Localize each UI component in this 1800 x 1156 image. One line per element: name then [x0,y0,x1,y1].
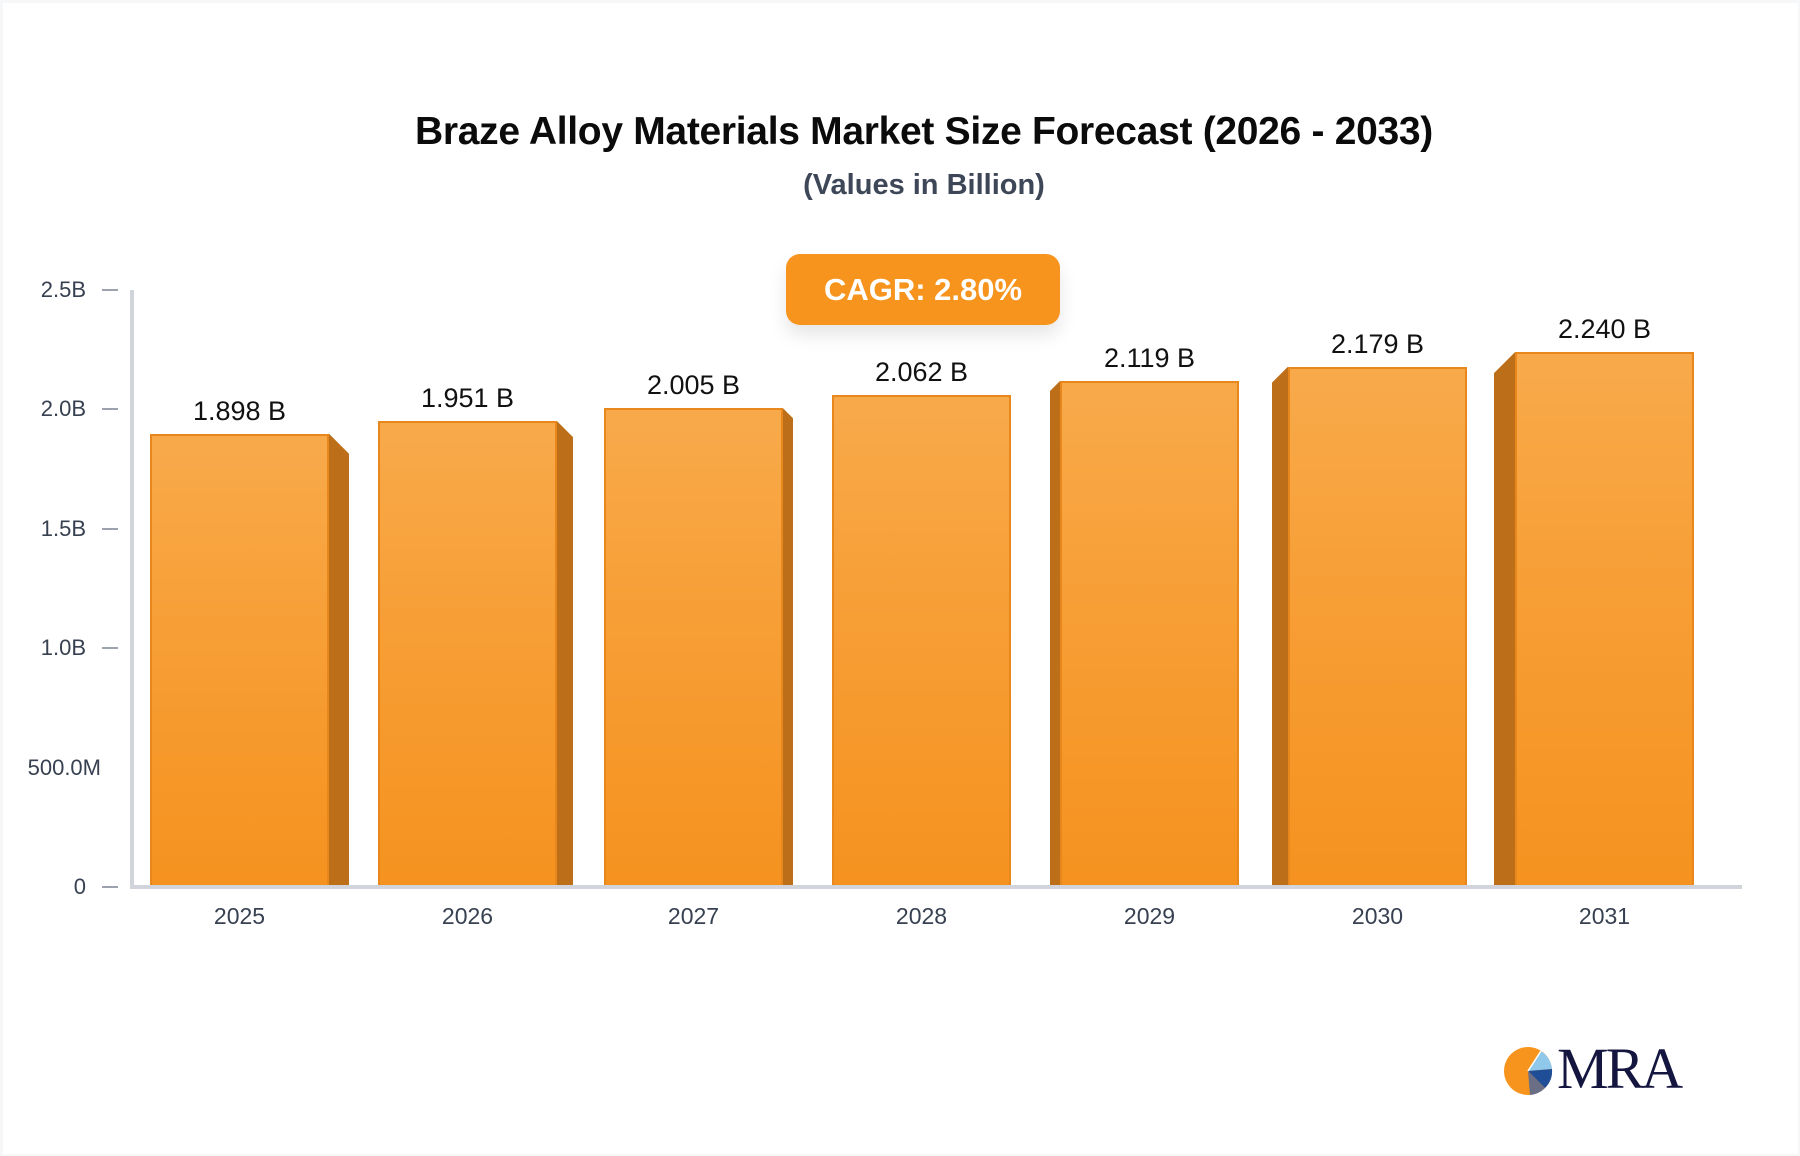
bar-front-face [604,408,783,887]
cagr-badge: CAGR: 2.80% [786,254,1060,325]
x-tick-label: 2030 [1351,903,1404,929]
x-axis-line [130,885,1742,889]
bar-front-face [378,421,557,887]
bar-2026 [378,421,573,887]
y-tick-label: 2.5B [40,277,86,302]
bar-value-label: 2.179 B [1330,328,1425,359]
x-tick-label: 2027 [667,903,720,929]
bar-side-face [1050,380,1060,887]
y-tick-label: 1.0B [40,635,86,661]
bar-front-face [1515,352,1694,887]
y-tick-mark [102,408,118,411]
bar-front-face [1060,380,1239,887]
chart-title: Braze Alloy Materials Market Size Foreca… [415,110,1433,153]
x-tick-label: 2029 [1123,903,1176,929]
y-tick-label: 1.5B [40,515,86,541]
x-tick-label: 2025 [213,903,266,929]
bar-value-label: 1.898 B [192,395,287,426]
bar-front-face [150,433,329,887]
bar-2031 [1494,352,1694,887]
bar-value-label: 2.005 B [646,370,741,401]
bar-side-face [1272,366,1288,887]
y-tick-mark [102,647,118,650]
logo-text: MRA [1557,1036,1683,1101]
bar-2030 [1272,366,1467,887]
bar-side-face [783,408,793,887]
x-tick-label: 2028 [895,903,948,929]
y-tick-mark [102,289,118,291]
y-tick-mark [102,527,118,530]
bar-side-face [557,421,573,887]
bar-value-label: 2.062 B [874,356,969,387]
bar-2027 [604,408,793,887]
y-tick-label: 2.0B [40,396,86,422]
bar-front-face [1288,366,1467,887]
mra-logo: MRA [1503,1039,1703,1099]
bar-2028 [832,394,1011,887]
bar-value-label: 2.119 B [1103,342,1196,373]
chart-subtitle: (Values in Billion) [803,169,1045,201]
bar-side-face [1494,352,1515,887]
y-tick-label: 0 [73,874,86,899]
bar-value-label: 1.951 B [420,383,515,414]
bar-2029 [1050,380,1239,887]
bar-front-face [832,394,1011,887]
pie-logo-icon [1504,1047,1553,1095]
bar-2025 [150,433,349,887]
cagr-label: CAGR: 2.80% [823,271,1023,307]
bar-value-label: 2.240 B [1557,314,1652,345]
y-tick-mark [102,886,118,888]
x-tick-label: 2031 [1578,903,1631,929]
x-tick-label: 2026 [441,903,494,929]
y-axis-line [130,290,134,889]
y-tick-label: 500.0M [27,754,101,780]
bar-side-face [329,433,349,887]
